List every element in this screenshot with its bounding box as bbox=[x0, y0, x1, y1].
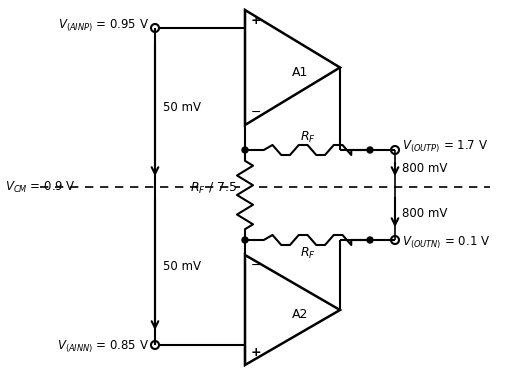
Circle shape bbox=[242, 147, 248, 153]
Text: $R_F$: $R_F$ bbox=[300, 245, 316, 261]
Text: $R_F$ / 7.5: $R_F$ / 7.5 bbox=[190, 181, 237, 195]
Text: $V_{(OUTN)}$ = 0.1 V: $V_{(OUTN)}$ = 0.1 V bbox=[402, 235, 490, 251]
Text: $R_F$: $R_F$ bbox=[300, 129, 316, 145]
Text: $V_{CM}$ = 0.9 V: $V_{CM}$ = 0.9 V bbox=[5, 179, 76, 195]
Text: $V_{(AINN)}$ = 0.85 V: $V_{(AINN)}$ = 0.85 V bbox=[57, 339, 149, 355]
Text: 50 mV: 50 mV bbox=[163, 260, 201, 273]
Text: 800 mV: 800 mV bbox=[402, 162, 447, 175]
Circle shape bbox=[367, 237, 373, 243]
Circle shape bbox=[367, 147, 373, 153]
Text: $V_{(OUTP)}$ = 1.7 V: $V_{(OUTP)}$ = 1.7 V bbox=[402, 139, 488, 155]
Text: $V_{(AINP)}$ = 0.95 V: $V_{(AINP)}$ = 0.95 V bbox=[58, 18, 149, 34]
Text: +: + bbox=[251, 13, 262, 26]
Text: A1: A1 bbox=[292, 66, 309, 79]
Text: A2: A2 bbox=[292, 308, 309, 322]
Text: −: − bbox=[251, 258, 262, 272]
Circle shape bbox=[242, 237, 248, 243]
Text: 50 mV: 50 mV bbox=[163, 101, 201, 114]
Text: −: − bbox=[251, 106, 262, 119]
Text: 800 mV: 800 mV bbox=[402, 207, 447, 220]
Text: +: + bbox=[251, 345, 262, 358]
